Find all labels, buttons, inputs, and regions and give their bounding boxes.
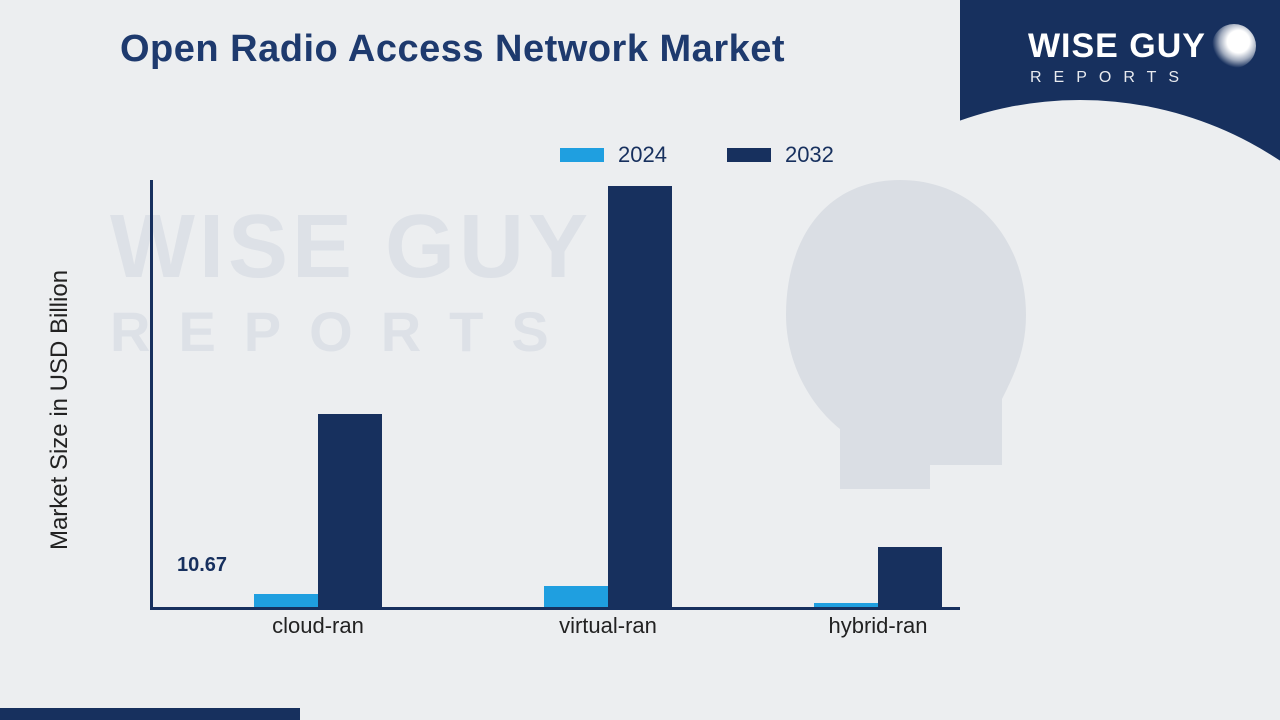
bar-2024-virtual-ran	[544, 586, 608, 608]
value-label: 10.67	[177, 554, 227, 577]
bar-2024-hybrid-ran	[814, 603, 878, 607]
legend-item-2024: 2024	[560, 142, 667, 168]
legend-label-2024: 2024	[618, 142, 667, 168]
bar-2024-cloud-ran	[254, 594, 318, 607]
bar-group-cloud-ran: cloud-ran	[233, 414, 403, 608]
plot-area: cloud-ran virtual-ran hybrid-ran 10.67	[150, 180, 960, 610]
bar-group-virtual-ran: virtual-ran	[523, 186, 693, 607]
legend-swatch-2032	[727, 148, 771, 162]
x-label-cloud-ran: cloud-ran	[233, 613, 403, 639]
x-label-virtual-ran: virtual-ran	[523, 613, 693, 639]
brand-head-icon	[1212, 24, 1256, 68]
chart-title: Open Radio Access Network Market	[120, 28, 785, 71]
footer-accent-bar	[0, 708, 300, 720]
y-axis-label: Market Size in USD Billion	[46, 270, 74, 550]
legend: 2024 2032	[560, 142, 834, 168]
bar-2032-cloud-ran	[318, 414, 382, 608]
x-label-hybrid-ran: hybrid-ran	[793, 613, 963, 639]
brand-bottom-text: REPORTS	[1028, 70, 1256, 86]
brand-top-text: WISE GUY	[1028, 29, 1206, 63]
bar-group-hybrid-ran: hybrid-ran	[793, 547, 963, 607]
legend-item-2032: 2032	[727, 142, 834, 168]
bar-2032-virtual-ran	[608, 186, 672, 607]
legend-label-2032: 2032	[785, 142, 834, 168]
brand-logo: WISE GUY REPORTS	[1028, 24, 1256, 86]
bar-2032-hybrid-ran	[878, 547, 942, 607]
chart-area: Market Size in USD Billion cloud-ranvirt…	[100, 180, 960, 640]
legend-swatch-2024	[560, 148, 604, 162]
